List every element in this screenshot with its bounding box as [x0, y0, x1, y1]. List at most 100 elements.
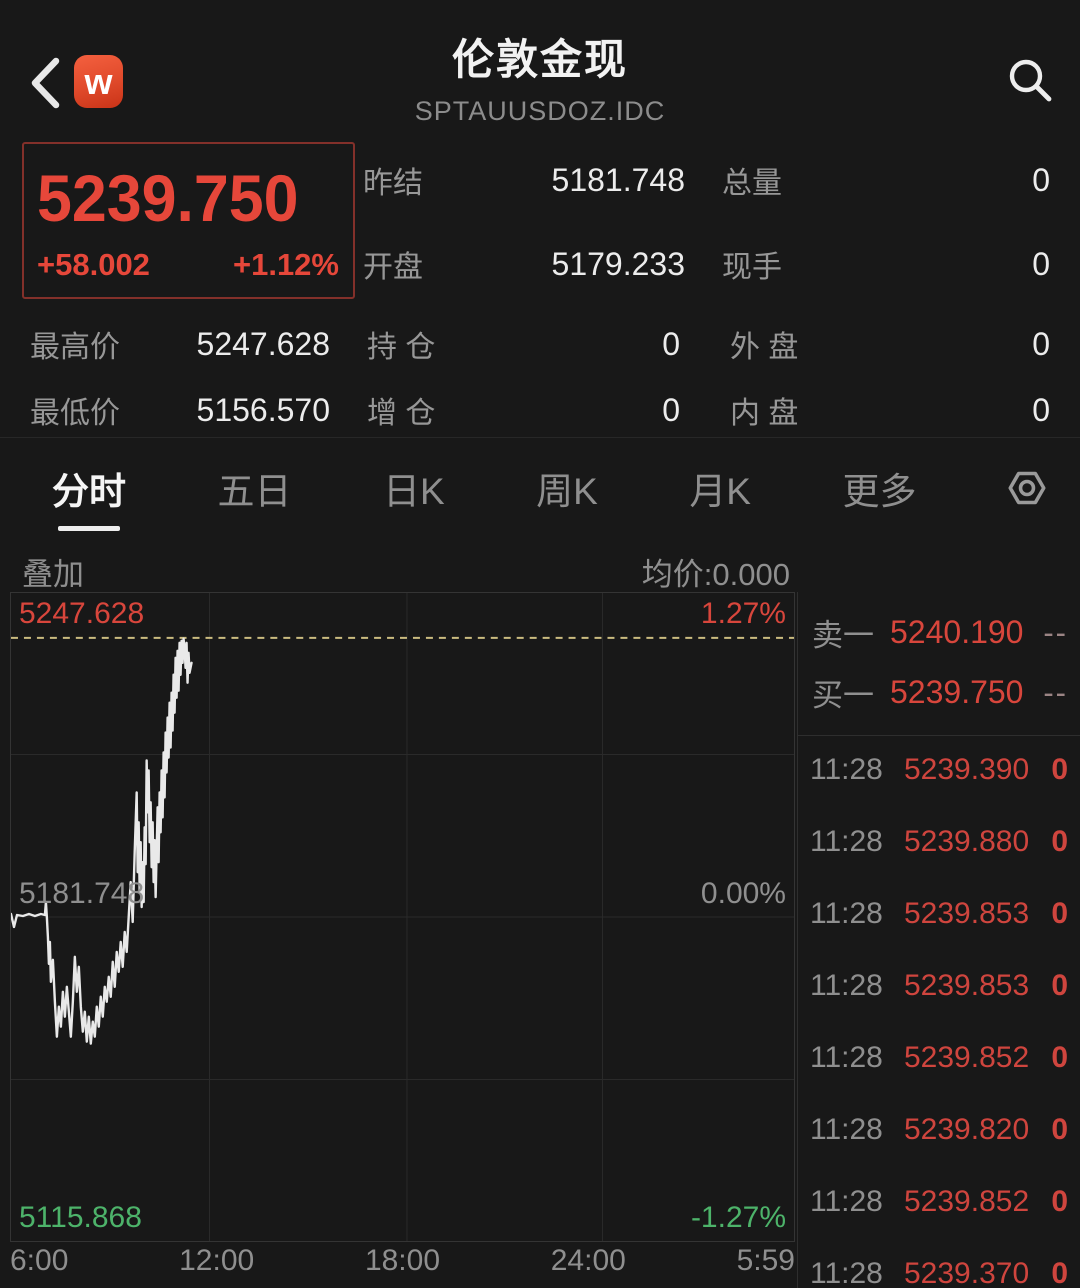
axis-mid-percent: 0.00% [700, 877, 786, 910]
tick-qty: 0 [1051, 1113, 1068, 1146]
change-percent: +1.12% [232, 247, 339, 282]
tab-weekly-k[interactable]: 周K [536, 470, 598, 512]
tick-row: 11:28 5239.390 0 [798, 734, 1080, 806]
open-interest-value: 0 [662, 325, 680, 362]
open-value: 5179.233 [551, 245, 685, 282]
ask-price: 5240.190 [890, 614, 1024, 650]
order-panel: 卖一 5240.190 -- 买一 5239.750 -- 11:28 5239… [797, 592, 1080, 1288]
average-price-label: 均价:0.000 [641, 557, 790, 592]
volume-value: 0 [1032, 161, 1050, 198]
stats-top: 昨结 5181.748 总量 0 开盘 5179.233 现手 0 [363, 158, 1050, 286]
instrument-code: SPTAUUSDOZ.IDC [414, 96, 666, 126]
tick-qty: 0 [1051, 1041, 1068, 1074]
axis-high-price: 5247.628 [19, 597, 145, 630]
tick-list[interactable]: 11:28 5239.390 0 11:28 5239.880 0 11:28 … [798, 734, 1080, 1288]
low-value: 5156.570 [196, 391, 330, 428]
overlay-button[interactable]: 叠加 [22, 557, 84, 592]
overlay-bar: 叠加 均价:0.000 [0, 543, 1080, 592]
axis-high-percent: 1.27% [700, 597, 786, 630]
wind-app-logo[interactable]: w [74, 55, 123, 108]
minute-chart-canvas [11, 593, 794, 1241]
tick-time: 11:28 [810, 1185, 883, 1218]
tick-time: 11:28 [810, 969, 883, 1002]
open-interest-label: 持 仓 [367, 331, 436, 364]
bid-label: 买一 [812, 678, 874, 713]
cur-vol-label: 现手 [722, 251, 782, 284]
chart-tab-bar: 分时 五日 日K 周K 月K 更多 [0, 437, 1080, 537]
search-icon[interactable] [1006, 56, 1056, 106]
back-icon[interactable] [26, 56, 62, 110]
tick-row: 11:28 5239.370 0 [798, 1238, 1080, 1288]
tick-row: 11:28 5239.852 0 [798, 1166, 1080, 1238]
tick-price: 5239.390 [904, 753, 1030, 786]
axis-low-percent: -1.27% [690, 1201, 786, 1234]
tick-row: 11:28 5239.880 0 [798, 806, 1080, 878]
time-axis: 6:00 12:00 18:00 24:00 5:59 [10, 1244, 795, 1278]
time-tick: 12:00 [179, 1244, 255, 1277]
oi-change-label: 增 仓 [367, 397, 436, 430]
tick-time: 11:28 [810, 897, 883, 930]
change-value: +58.002 [37, 247, 150, 282]
minute-chart-section: 5247.628 1.27% 5181.748 0.00% 5115.868 -… [0, 592, 1080, 1288]
tick-qty: 0 [1051, 825, 1068, 858]
tab-more[interactable]: 更多 [842, 470, 917, 512]
open-label: 开盘 [363, 251, 423, 284]
tab-daily-k[interactable]: 日K [382, 470, 445, 512]
ask-row: 卖一 5240.190 -- [798, 610, 1080, 655]
inner-lots-label: 内 盘 [730, 397, 799, 430]
tick-time: 11:28 [810, 1257, 883, 1288]
tab-five-day[interactable]: 五日 [217, 470, 292, 512]
high-label: 最高价 [30, 331, 120, 364]
tick-price: 5239.370 [904, 1257, 1030, 1288]
tick-price: 5239.852 [904, 1185, 1030, 1218]
prev-close-label: 昨结 [363, 167, 423, 200]
tick-qty: 0 [1051, 753, 1068, 786]
tick-row: 11:28 5239.820 0 [798, 1094, 1080, 1166]
stats-mid: 最高价 5247.628 持 仓 0 外 盘 0 最低价 5156.570 增 … [30, 322, 1050, 432]
bid-row: 买一 5239.750 -- [798, 670, 1080, 715]
tick-qty: 0 [1051, 969, 1068, 1002]
tick-price: 5239.853 [904, 897, 1030, 930]
time-tick: 5:59 [736, 1244, 795, 1277]
cur-vol-value: 0 [1032, 245, 1050, 282]
bid-qty: -- [1043, 674, 1068, 710]
ask-label: 卖一 [812, 618, 874, 653]
tick-price: 5239.820 [904, 1113, 1030, 1146]
tick-row: 11:28 5239.853 0 [798, 950, 1080, 1022]
minute-chart[interactable]: 5247.628 1.27% 5181.748 0.00% 5115.868 -… [10, 592, 795, 1242]
tick-time: 11:28 [810, 825, 883, 858]
axis-low-price: 5115.868 [19, 1201, 142, 1234]
tab-monthly-k[interactable]: 月K [689, 470, 751, 512]
tick-time: 11:28 [810, 753, 883, 786]
time-tick: 6:00 [10, 1244, 69, 1277]
last-price-box: 5239.750 +58.002 +1.12% [22, 142, 355, 299]
inner-lots-value: 0 [1032, 391, 1050, 428]
time-tick: 24:00 [550, 1244, 626, 1277]
tick-qty: 0 [1051, 897, 1068, 930]
low-label: 最低价 [30, 397, 120, 430]
high-value: 5247.628 [196, 325, 330, 362]
tick-qty: 0 [1051, 1185, 1068, 1218]
ask-qty: -- [1043, 614, 1068, 650]
price-line [11, 637, 193, 1045]
panel-divider [798, 735, 1080, 736]
settings-gear-icon[interactable] [1004, 465, 1050, 511]
tick-time: 11:28 [810, 1041, 883, 1074]
tick-price: 5239.853 [904, 969, 1030, 1002]
tab-minute[interactable]: 分时 [48, 443, 130, 533]
outer-lots-value: 0 [1032, 325, 1050, 362]
tick-price: 5239.880 [904, 825, 1030, 858]
tick-qty: 0 [1051, 1257, 1068, 1288]
tick-price: 5239.852 [904, 1041, 1030, 1074]
prev-close-value: 5181.748 [551, 161, 685, 198]
tick-row: 11:28 5239.852 0 [798, 1022, 1080, 1094]
wind-logo-letter: w [84, 60, 113, 102]
bid-price: 5239.750 [890, 674, 1024, 710]
outer-lots-label: 外 盘 [730, 331, 799, 364]
tick-row: 11:28 5239.853 0 [798, 878, 1080, 950]
axis-mid-price: 5181.748 [19, 877, 145, 910]
last-price: 5239.750 [37, 161, 299, 235]
oi-change-value: 0 [662, 391, 680, 428]
volume-label: 总量 [722, 167, 782, 200]
